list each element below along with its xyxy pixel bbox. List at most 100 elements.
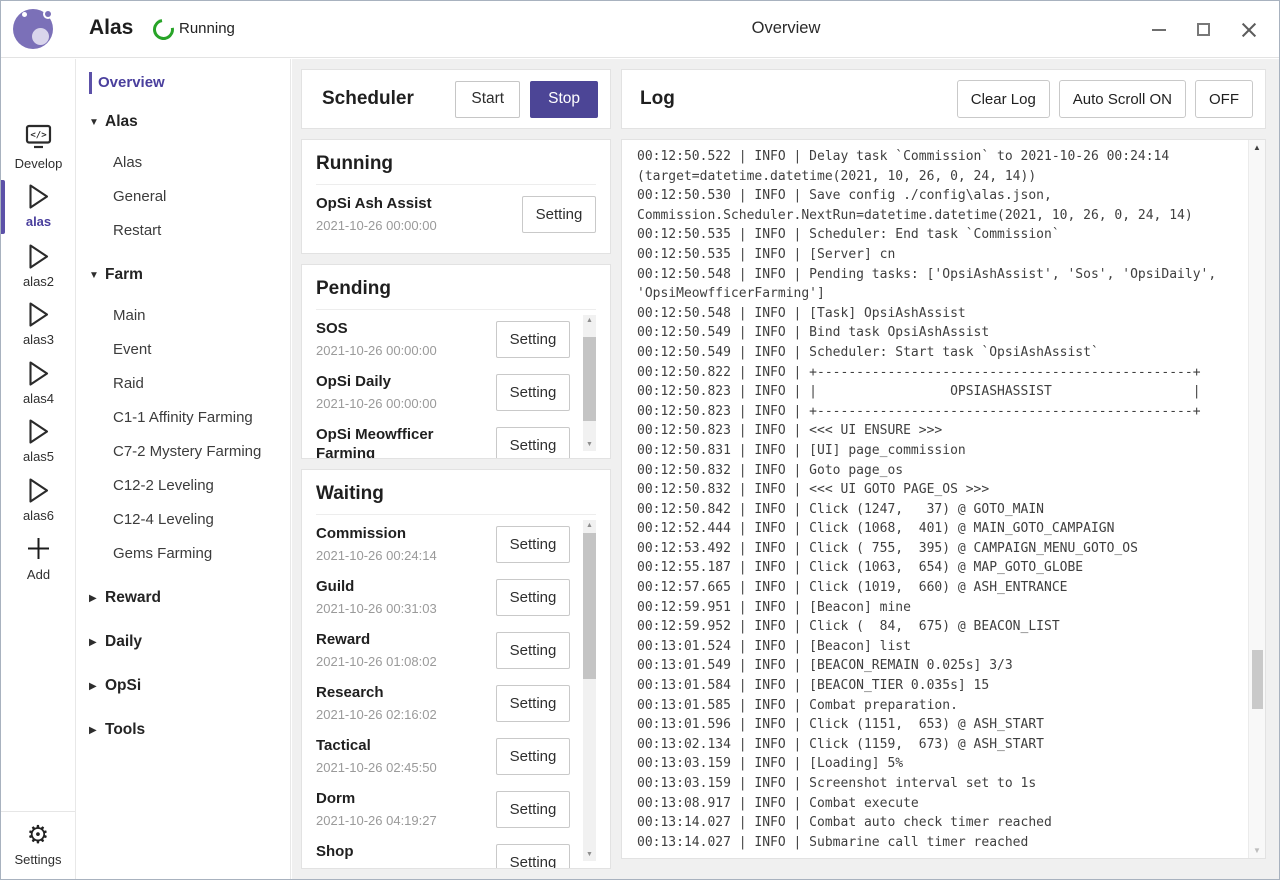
- task-setting-button[interactable]: Setting: [496, 374, 570, 411]
- log-line: 00:12:50.822 | INFO | +-----------------…: [637, 364, 1201, 380]
- menu-item-c12-2-leveling[interactable]: C12-2 Leveling: [113, 477, 214, 494]
- scrollbar-thumb[interactable]: [1252, 650, 1263, 709]
- task-setting-button[interactable]: Setting: [496, 685, 570, 722]
- task-setting-button[interactable]: Setting: [496, 321, 570, 358]
- sidebar-item-alas5[interactable]: alas5: [1, 415, 76, 471]
- task-next-run-time: 2021-10-26 00:00:00: [316, 396, 437, 411]
- menu-item-general[interactable]: General: [113, 188, 167, 205]
- menu-item-alas[interactable]: Alas: [113, 154, 143, 171]
- task-item: Dorm 2021-10-26 04:19:27 Setting: [316, 782, 596, 835]
- sidebar-item-alas[interactable]: alas: [1, 180, 76, 236]
- task-item: SOS 2021-10-26 00:00:00 Setting: [316, 312, 596, 365]
- menu-item-event[interactable]: Event: [113, 341, 152, 358]
- autoscroll-on-button[interactable]: Auto Scroll ON: [1058, 80, 1186, 118]
- log-output[interactable]: 00:12:50.522 | INFO | Delay task `Commis…: [622, 140, 1248, 858]
- task-name: Dorm: [316, 790, 356, 807]
- close-button[interactable]: [1226, 7, 1271, 52]
- menu-item-overview[interactable]: Overview: [76, 71, 290, 95]
- menu-item-main[interactable]: Main: [113, 307, 146, 324]
- menu-item-c1-1-affinity-farming[interactable]: C1-1 Affinity Farming: [113, 409, 253, 426]
- waiting-card: Waiting Commission 2021-10-26 00:24:14 Set…: [301, 469, 611, 869]
- sidebar-item-alas2[interactable]: alas2: [1, 240, 76, 296]
- task-setting-button[interactable]: Setting: [496, 632, 570, 669]
- close-icon: [1241, 22, 1257, 38]
- scroll-down-icon[interactable]: ▼: [586, 851, 593, 858]
- play-icon: [1, 357, 76, 389]
- sidebar-item-develop[interactable]: </> Develop: [1, 122, 76, 178]
- task-info: Research 2021-10-26 02:16:02: [316, 683, 437, 722]
- task-info: OpSi Daily 2021-10-26 00:00:00: [316, 372, 437, 411]
- app-title: Alas: [89, 16, 134, 39]
- task-name: Tactical: [316, 737, 371, 754]
- task-setting-button[interactable]: Setting: [496, 738, 570, 775]
- task-item: Shop Setting: [316, 835, 596, 868]
- task-setting-button[interactable]: Setting: [496, 526, 570, 563]
- clear-log-button[interactable]: Clear Log: [956, 80, 1050, 118]
- menu-item-c12-4-leveling[interactable]: C12-4 Leveling: [113, 511, 214, 528]
- gear-icon: ⚙: [26, 820, 50, 849]
- menu-item-restart[interactable]: Restart: [113, 222, 162, 239]
- menu-sidebar: Overview ▼ Alas Alas General Restart ▼ Farm Mai…: [76, 59, 291, 879]
- log-line: 00:12:50.823 | INFO | <<< UI ENSURE >>>: [637, 423, 943, 439]
- logo-dot: [22, 12, 27, 17]
- maximize-button[interactable]: [1181, 7, 1226, 52]
- menu-group-opsi[interactable]: ▶ OpSi: [76, 674, 290, 698]
- task-item: Tactical 2021-10-26 02:45:50 Setting: [316, 729, 596, 782]
- sidebar-item-alas3[interactable]: alas3: [1, 298, 76, 354]
- sidebar-item-add[interactable]: Add: [1, 533, 76, 589]
- menu-group-daily[interactable]: ▶ Daily: [76, 630, 290, 654]
- log-line: 00:12:50.831 | INFO | [UI] page_commissi…: [637, 442, 966, 458]
- menu-item-c7-2-mystery-farming[interactable]: C7-2 Mystery Farming: [113, 443, 262, 460]
- play-icon: [1, 474, 76, 506]
- scroll-down-icon[interactable]: ▼: [1253, 846, 1261, 855]
- task-item: Research 2021-10-26 02:16:02 Setting: [316, 676, 596, 729]
- maximize-icon: [1197, 23, 1210, 36]
- scrollbar-thumb[interactable]: [583, 533, 596, 679]
- chevron-right-icon: ▶: [89, 680, 97, 692]
- autoscroll-off-button[interactable]: OFF: [1195, 80, 1253, 118]
- pending-scrollbar[interactable]: ▲ ▼: [583, 315, 596, 451]
- log-line: 00:13:02.134 | INFO | Click (1159, 673) …: [637, 736, 1044, 752]
- menu-group-label: Tools: [105, 721, 146, 738]
- titlebar: Alas Running Overview: [1, 1, 1279, 58]
- log-line: 00:13:14.027 | INFO | Submarine call tim…: [637, 834, 1029, 850]
- sidebar-item-label: Add: [26, 567, 51, 582]
- scroll-up-icon[interactable]: ▲: [586, 317, 593, 324]
- log-scrollbar[interactable]: ▲ ▼: [1248, 140, 1265, 858]
- scroll-up-icon[interactable]: ▲: [586, 522, 593, 529]
- minimize-button[interactable]: [1136, 7, 1181, 52]
- menu-group-reward[interactable]: ▶ Reward: [76, 586, 290, 610]
- scrollbar-thumb[interactable]: [583, 337, 596, 421]
- log-line: 00:13:01.596 | INFO | Click (1151, 653) …: [637, 717, 1044, 733]
- waiting-scrollbar[interactable]: ▲ ▼: [583, 520, 596, 861]
- menu-item-gems-farming[interactable]: Gems Farming: [113, 545, 213, 562]
- menu-group-farm[interactable]: ▼ Farm: [76, 263, 290, 287]
- log-line: 00:13:01.549 | INFO | [BEACON_REMAIN 0.0…: [637, 658, 1013, 674]
- menu-group-label: Daily: [105, 633, 143, 650]
- task-setting-button[interactable]: Setting: [496, 579, 570, 616]
- sidebar-item-alas6[interactable]: alas6: [1, 474, 76, 530]
- log-line: (target=datetime.datetime(2021, 10, 26, …: [637, 168, 1037, 184]
- task-setting-button[interactable]: Setting: [496, 427, 570, 458]
- settings-label: Settings: [14, 852, 62, 867]
- task-setting-button[interactable]: Setting: [522, 196, 596, 233]
- menu-item-raid[interactable]: Raid: [113, 375, 144, 392]
- play-icon: [1, 415, 76, 447]
- task-setting-button[interactable]: Setting: [496, 791, 570, 828]
- scroll-down-icon[interactable]: ▼: [586, 441, 593, 448]
- log-header-card: Log Clear Log Auto Scroll ON OFF: [621, 69, 1266, 129]
- scheduler-stop-button[interactable]: Stop: [530, 80, 598, 118]
- scheduler-start-button[interactable]: Start: [455, 80, 521, 118]
- log-line: 00:13:08.917 | INFO | Combat execute: [637, 795, 919, 811]
- app-logo-icon: [13, 9, 53, 49]
- sidebar-item-alas4[interactable]: alas4: [1, 357, 76, 413]
- menu-group-label: Farm: [105, 266, 143, 283]
- task-next-run-time: 2021-10-26 02:16:02: [316, 707, 437, 722]
- scroll-up-icon[interactable]: ▲: [1253, 143, 1261, 152]
- task-setting-button[interactable]: Setting: [496, 844, 570, 868]
- menu-group-alas[interactable]: ▼ Alas: [76, 110, 290, 134]
- sidebar-item-settings[interactable]: ⚙ Settings: [1, 811, 75, 879]
- svg-text:</>: </>: [30, 131, 47, 141]
- menu-group-tools[interactable]: ▶ Tools: [76, 718, 290, 742]
